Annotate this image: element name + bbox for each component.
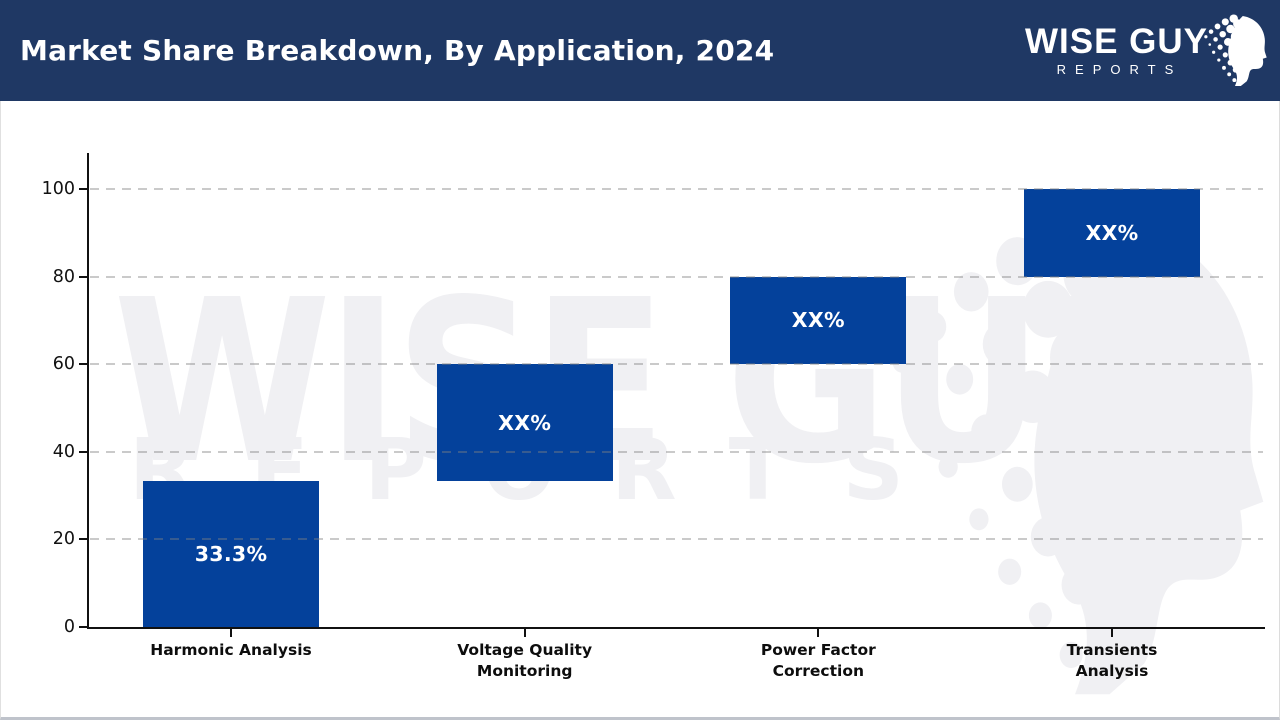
y-axis-tick (79, 626, 88, 628)
y-tick-label-0: 0 (63, 617, 75, 637)
x-label-voltage-quality-monitoring: Voltage Quality Monitoring (395, 640, 655, 682)
x-label-line: Analysis (1075, 662, 1149, 680)
y-tick-label-80: 80 (52, 266, 75, 287)
brand-logo: WISE GUY REPORTS (1025, 13, 1268, 88)
x-axis-tick (817, 629, 820, 637)
x-axis-tick (523, 629, 526, 637)
bar-value-label: XX% (791, 308, 845, 333)
y-tick-label-100: 100 (41, 179, 75, 199)
bar-value-label: 33.3% (194, 542, 268, 567)
x-label-line: Harmonic Analysis (150, 641, 312, 659)
watermark-face-icon (892, 213, 1264, 695)
y-axis-tick (79, 275, 88, 278)
bar-harmonic-analysis: 33.3% (143, 481, 319, 627)
x-label-power-factor-correction: Power Factor Correction (688, 640, 948, 682)
y-axis-tick (79, 188, 88, 190)
bar-transients-analysis: XX% (1024, 189, 1200, 277)
x-axis-tick (1111, 629, 1113, 637)
x-label-line: Monitoring (476, 662, 573, 680)
y-tick-label-40: 40 (52, 441, 75, 462)
chart-title: Market Share Breakdown, By Application, … (20, 34, 775, 67)
bar-power-factor-correction: XX% (730, 276, 907, 365)
brand-face-icon (1204, 13, 1267, 86)
x-label-transients-analysis: Transients Analysis (982, 640, 1242, 682)
x-label-line: Transients (1066, 641, 1158, 659)
x-label-harmonic-analysis: Harmonic Analysis (101, 640, 361, 661)
y-axis-tick (79, 363, 88, 366)
x-axis-tick (230, 629, 232, 637)
x-axis-line (87, 627, 1265, 629)
bar-value-label: XX% (1085, 220, 1139, 245)
y-tick-label-20: 20 (52, 529, 75, 550)
brand-name: WISE GUY (1024, 22, 1208, 61)
bar-value-label: XX% (498, 410, 552, 435)
y-axis-line (87, 153, 89, 629)
y-axis-tick (79, 538, 88, 541)
bar-voltage-quality-monitoring: XX% (436, 364, 613, 482)
x-label-line: Power Factor (760, 641, 876, 659)
brand-text: WISE GUY REPORTS (1025, 24, 1208, 77)
header-bar: Market Share Breakdown, By Application, … (0, 0, 1280, 101)
y-tick-label-60: 60 (52, 354, 75, 375)
x-label-line: Voltage Quality (457, 641, 593, 659)
y-axis-tick (79, 450, 88, 453)
x-label-line: Correction (772, 662, 864, 680)
brand-subtitle: REPORTS (1056, 62, 1183, 77)
chart-canvas: WISE GUY REPORTS 33.3% XX% XX% XX% 0 20 … (0, 101, 1280, 720)
